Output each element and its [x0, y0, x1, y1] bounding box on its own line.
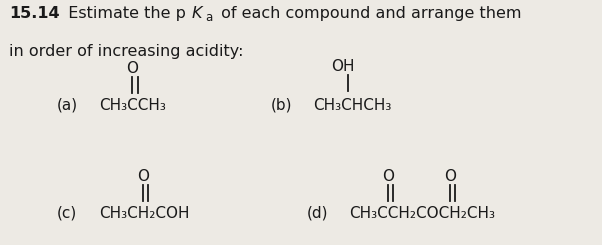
Text: (c): (c) — [57, 206, 78, 221]
Text: of each compound and arrange them: of each compound and arrange them — [216, 6, 521, 21]
Text: O: O — [444, 169, 456, 184]
Text: CH₃CHCH₃: CH₃CHCH₃ — [313, 98, 391, 113]
Text: O: O — [382, 169, 394, 184]
Text: (d): (d) — [307, 206, 329, 221]
Text: K: K — [192, 6, 202, 21]
Text: (b): (b) — [271, 98, 293, 113]
Text: 15.14: 15.14 — [9, 6, 60, 21]
Text: in order of increasing acidity:: in order of increasing acidity: — [9, 44, 244, 59]
Text: Estimate the p: Estimate the p — [58, 6, 186, 21]
Text: O: O — [126, 61, 138, 76]
Text: a: a — [205, 11, 213, 24]
Text: OH: OH — [331, 59, 355, 74]
Text: CH₃CH₂COH: CH₃CH₂COH — [99, 206, 190, 221]
Text: CH₃CCH₃: CH₃CCH₃ — [99, 98, 166, 113]
Text: (a): (a) — [57, 98, 78, 113]
Text: CH₃CCH₂COCH₂CH₃: CH₃CCH₂COCH₂CH₃ — [349, 206, 495, 221]
Text: O: O — [137, 169, 149, 184]
